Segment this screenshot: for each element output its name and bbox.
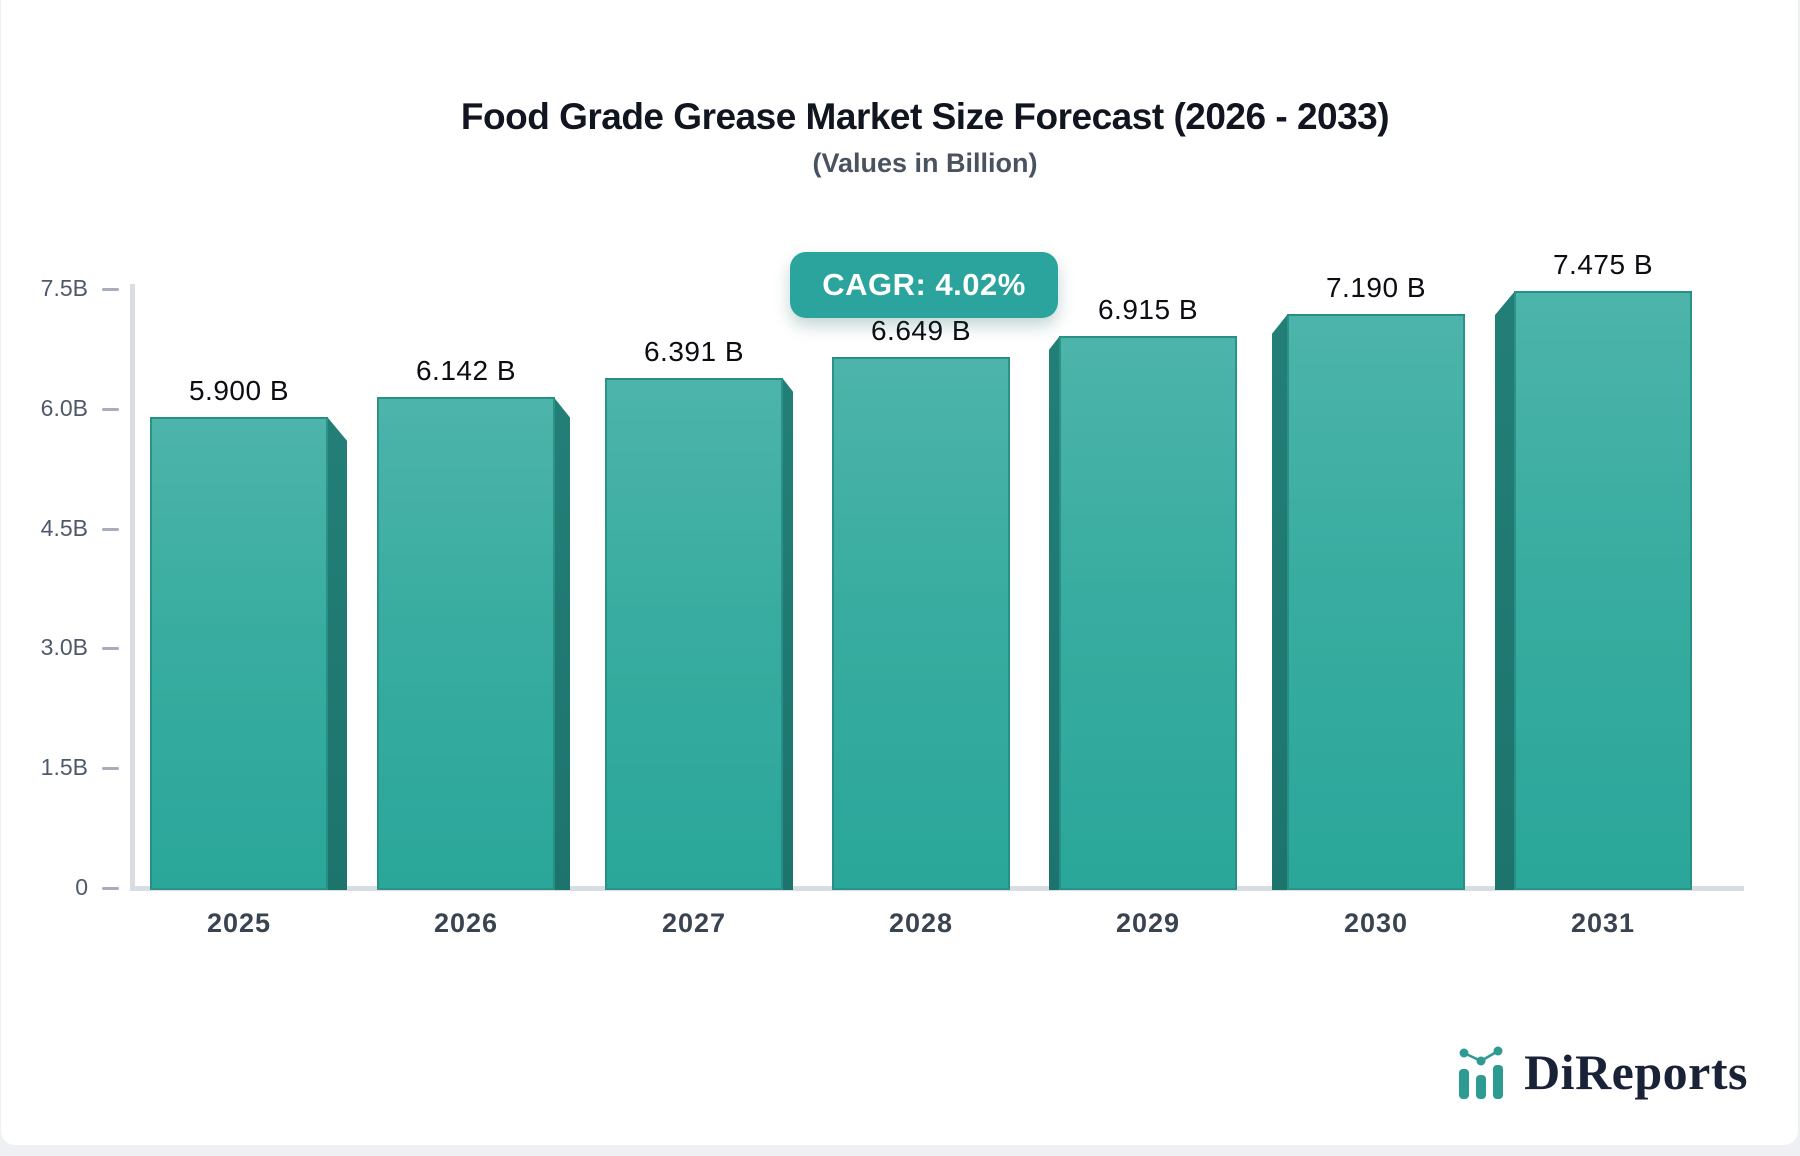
bar-value-label: 6.915 B [1097, 293, 1199, 325]
x-axis-label: 2027 [661, 908, 727, 938]
y-axis-tick-mark [102, 407, 119, 411]
x-axis-label: 2028 [888, 908, 954, 938]
y-axis-tick-mark [102, 767, 119, 771]
y-axis-tick-mark [102, 647, 119, 651]
bar-value-label: 7.475 B [1552, 248, 1654, 280]
bar-value-label: 6.142 B [415, 355, 517, 387]
bar-side-face [554, 397, 570, 890]
bar-front-face [1287, 313, 1465, 890]
x-axis-label: 2025 [206, 908, 272, 938]
chart-subtitle: (Values in Billion) [812, 148, 1038, 178]
x-axis-label: 2031 [1570, 908, 1636, 938]
y-axis-tick-mark [102, 527, 119, 531]
bar-value-label: 5.900 B [188, 374, 290, 406]
y-axis-tick-label: 0 [75, 874, 88, 900]
y-axis-line [130, 284, 135, 888]
x-axis-label: 2026 [433, 908, 499, 938]
x-axis-label: 2029 [1115, 908, 1181, 938]
y-axis-tick-label: 7.5B [40, 275, 88, 301]
bar-value-label: 6.649 B [870, 314, 972, 346]
bar-value-label: 7.190 B [1325, 271, 1427, 303]
bar-front-face [150, 416, 328, 890]
bar-front-face [1059, 335, 1237, 890]
brand-logo-text: DiReports [1524, 1044, 1748, 1100]
bar-side-face [1049, 335, 1060, 890]
y-axis-tick-label: 4.5B [40, 514, 88, 541]
cagr-badge: CAGR: 4.02% [790, 252, 1058, 318]
chart-title: Food Grade Grease Market Size Forecast (… [460, 96, 1390, 137]
bar-side-face [1272, 313, 1288, 890]
y-axis-tick-label: 1.5B [40, 754, 88, 781]
y-axis-tick-label: 3.0B [40, 634, 88, 661]
cagr-badge-label: CAGR: 4.02% [822, 267, 1026, 302]
y-axis-tick-mark [102, 288, 119, 291]
mini-bar-chart-icon [1459, 1046, 1504, 1099]
bar-side-face [782, 377, 793, 890]
bar-front-face [605, 377, 783, 890]
x-axis-label: 2030 [1343, 908, 1409, 938]
bar-side-face [327, 416, 347, 890]
bar-value-label: 6.391 B [643, 335, 745, 367]
bar-front-face [377, 397, 555, 890]
y-axis-tick-label: 6.0B [40, 394, 88, 421]
bar-front-face [832, 356, 1010, 890]
bar-side-face [1495, 290, 1515, 890]
bar-front-face [1514, 290, 1692, 890]
brand-logo: DiReports [1408, 1030, 1748, 1114]
y-axis-tick-mark [102, 887, 119, 890]
